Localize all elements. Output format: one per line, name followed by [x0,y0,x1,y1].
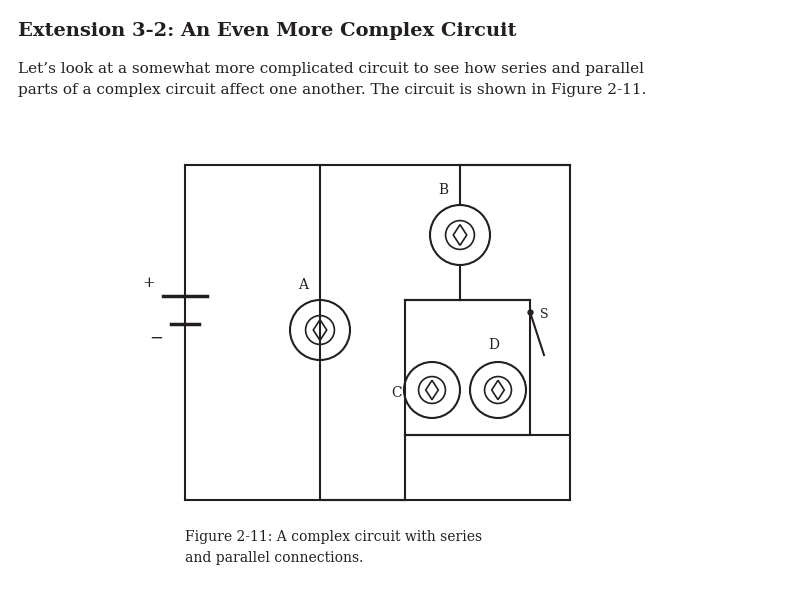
Text: Extension 3-2: An Even More Complex Circuit: Extension 3-2: An Even More Complex Circ… [18,22,517,40]
Text: D: D [488,338,499,352]
Text: S: S [540,308,549,321]
Text: −: − [149,330,163,347]
Text: Figure 2-11: A complex circuit with series
and parallel connections.: Figure 2-11: A complex circuit with seri… [185,530,482,565]
Text: +: + [143,276,155,290]
Text: B: B [438,183,448,197]
Text: C: C [392,386,402,400]
Text: A: A [298,278,308,292]
Text: Let’s look at a somewhat more complicated circuit to see how series and parallel: Let’s look at a somewhat more complicate… [18,62,646,97]
